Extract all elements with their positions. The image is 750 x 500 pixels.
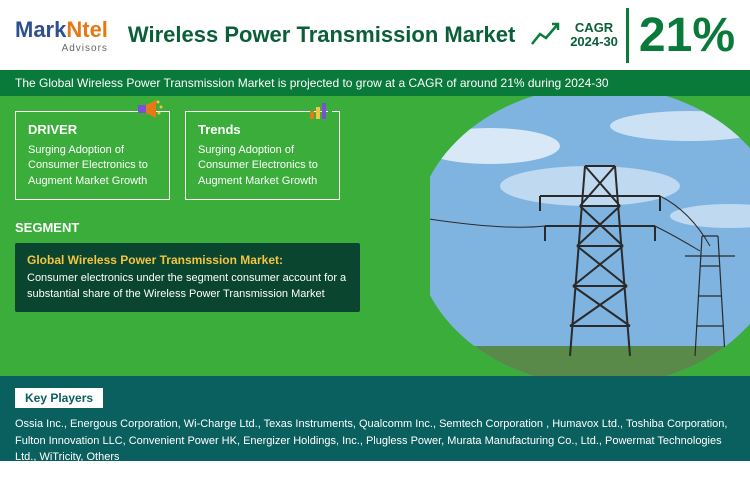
megaphone-icon	[136, 97, 164, 127]
segment-title: Global Wireless Power Transmission Marke…	[27, 253, 348, 267]
cagr-section: CAGR 2024-30 21%	[530, 8, 735, 63]
logo-part2: Ntel	[66, 17, 108, 42]
growth-chart-icon	[530, 18, 562, 53]
segment-box: Global Wireless Power Transmission Marke…	[15, 243, 360, 312]
segment-body: Consumer electronics under the segment c…	[27, 271, 348, 302]
trends-card: Trends Surging Adoption of Consumer Elec…	[185, 111, 340, 200]
main-content: DRIVER Surging Adoption of Consumer Elec…	[0, 96, 750, 376]
footer: Key Players Ossia Inc., Energous Corpora…	[0, 376, 750, 461]
cagr-label-line2: 2024-30	[570, 35, 618, 49]
cagr-label-line1: CAGR	[570, 21, 618, 35]
hero-image	[430, 96, 750, 376]
cards-row: DRIVER Surging Adoption of Consumer Elec…	[15, 111, 415, 200]
driver-card: DRIVER Surging Adoption of Consumer Elec…	[15, 111, 170, 200]
cagr-label: CAGR 2024-30	[570, 21, 618, 50]
logo-subtitle: Advisors	[15, 43, 108, 54]
bar-chart-icon	[308, 97, 334, 127]
page-title: Wireless Power Transmission Market	[128, 22, 530, 48]
logo-part1: Mark	[15, 17, 66, 42]
logo: MarkNtel Advisors	[15, 17, 108, 54]
segment-label: SEGMENT	[15, 220, 415, 235]
logo-text: MarkNtel	[15, 17, 108, 43]
subtitle-bar: The Global Wireless Power Transmission M…	[0, 70, 750, 96]
key-players-label: Key Players	[15, 388, 103, 408]
transmission-tower-illustration	[430, 96, 750, 376]
driver-body: Surging Adoption of Consumer Electronics…	[28, 143, 157, 189]
header: MarkNtel Advisors Wireless Power Transmi…	[0, 0, 750, 70]
key-players-list: Ossia Inc., Energous Corporation, Wi-Cha…	[15, 416, 735, 466]
cagr-value: 21%	[626, 8, 735, 63]
trends-body: Surging Adoption of Consumer Electronics…	[198, 143, 327, 189]
content-left: DRIVER Surging Adoption of Consumer Elec…	[0, 96, 430, 376]
